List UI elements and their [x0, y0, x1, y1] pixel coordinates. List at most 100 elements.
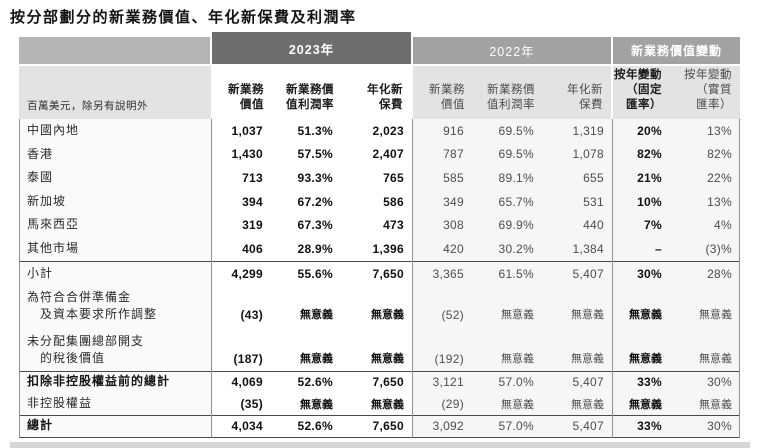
row-label: 泰國 [27, 170, 54, 185]
value-cell: 4,069 [231, 375, 263, 390]
value-cell: 51.3% [297, 123, 333, 138]
header-band-2023: 2023年 [212, 32, 411, 64]
value-cell: 586 [383, 194, 404, 209]
row-other-markets: 其他市場 406 28.9% 1,396 420 30.2% 1,384 – (… [19, 237, 740, 261]
row-singapore: 新加坡 394 67.2% 586 349 65.7% 531 10% 13% [19, 190, 740, 214]
value-cell: 4,034 [231, 419, 263, 434]
value-cell: 585 [443, 170, 464, 185]
value-cell: 30.2% [498, 241, 534, 256]
header-band-2022: 2022年 [413, 37, 611, 64]
value-cell: 無意義 [371, 352, 404, 365]
value-cell: 4,299 [231, 267, 263, 282]
value-cell: 21% [637, 170, 662, 185]
row-reserves-adjustment: 為符合合併準備金 及資本要求所作調整 (43) 無意義 無意義 (52) 無意義… [19, 287, 740, 327]
value-cell: 無意義 [629, 398, 662, 411]
value-cell: 28.9% [297, 241, 333, 256]
value-cell: 69.9% [498, 218, 534, 233]
body-bg-2023-highlight [211, 119, 412, 438]
col-head-margin-2023: 新業務價 值利潤率 [286, 84, 334, 112]
value-cell: 無意義 [501, 308, 534, 321]
value-cell: (35) [240, 396, 263, 411]
divider-2022-change [611, 119, 613, 438]
header-band-label-spacer [19, 37, 210, 64]
value-cell: 無意義 [571, 308, 604, 321]
value-cell: 2,023 [372, 123, 404, 138]
value-cell: 57.0% [498, 375, 534, 390]
value-cell: 22% [707, 170, 732, 185]
value-cell: 28% [707, 267, 732, 282]
row-label: 未分配集團總部開支 的稅後價值 [27, 333, 145, 366]
value-cell: 349 [443, 194, 464, 209]
value-cell: 420 [443, 241, 464, 256]
col-head-vonb-2023: 新業務 價值 [228, 84, 264, 112]
value-cell: 3,092 [432, 419, 464, 434]
row-label: 馬來西亞 [27, 217, 80, 232]
value-cell: 20% [637, 123, 662, 138]
value-cell: 2,407 [372, 147, 404, 162]
year-2023-label: 2023年 [288, 42, 335, 57]
row-label: 非控股權益 [27, 395, 93, 410]
row-label: 小計 [27, 266, 54, 281]
value-cell: 89.1% [498, 170, 534, 185]
col-head-anp-2023: 年化新 保費 [367, 84, 403, 112]
vonb-change-label: 新業務價值變動 [630, 44, 722, 58]
row-total: 總計 4,034 52.6% 7,650 3,092 57.0% 5,407 3… [19, 414, 740, 438]
value-cell: 無意義 [629, 308, 662, 321]
value-cell: 1,430 [231, 147, 263, 162]
value-cell: (3)% [705, 241, 732, 256]
row-unallocated-expenses: 未分配集團總部開支 的稅後價值 (187) 無意義 無意義 (192) 無意義 … [19, 327, 740, 371]
value-cell: 82% [637, 147, 662, 162]
row-label: 總計 [27, 418, 54, 433]
value-cell: 7,650 [372, 267, 404, 282]
value-cell: 7% [644, 218, 662, 233]
value-cell: 5,407 [572, 267, 604, 282]
value-cell: 30% [707, 419, 732, 434]
value-cell: 440 [583, 218, 604, 233]
table-left-border [19, 119, 20, 438]
row-label: 為符合合併準備金 及資本要求所作調整 [27, 289, 158, 322]
value-cell: 655 [583, 170, 604, 185]
value-cell: 93.3% [297, 170, 333, 185]
value-cell: (52) [441, 307, 464, 322]
value-cell: 無意義 [571, 398, 604, 411]
row-china-mainland: 中國內地 1,037 51.3% 2,023 916 69.5% 1,319 2… [19, 119, 740, 143]
divider-labels-2023 [210, 119, 212, 438]
value-cell: 無意義 [629, 352, 662, 365]
value-cell: 無意義 [300, 352, 333, 365]
value-cell: 7,650 [372, 419, 404, 434]
value-cell: 1,037 [231, 123, 263, 138]
value-cell: 無意義 [300, 398, 333, 411]
body-bg-change [612, 119, 740, 438]
value-cell: 1,078 [572, 147, 604, 162]
value-cell: 65.7% [498, 194, 534, 209]
value-cell: 52.6% [297, 419, 333, 434]
col-head-anp-2022: 年化新 保費 [567, 84, 603, 112]
value-cell: 308 [443, 218, 464, 233]
value-cell: 473 [383, 218, 404, 233]
value-cell: 67.2% [297, 194, 333, 209]
value-cell: 無意義 [571, 352, 604, 365]
row-label: 香港 [27, 146, 54, 161]
column-heads-2023: 新業務 價值 新業務價 值利潤率 年化新 保費 [212, 66, 411, 119]
value-cell: 無意義 [371, 308, 404, 321]
col-head-change-cer: 按年變動 （固定 匯率） [614, 69, 662, 112]
value-cell: 787 [443, 147, 464, 162]
value-cell: 無意義 [699, 352, 732, 365]
value-cell: 無意義 [501, 398, 534, 411]
value-cell: 406 [242, 241, 263, 256]
value-cell: 57.0% [498, 419, 534, 434]
value-cell: 67.3% [297, 218, 333, 233]
col-head-change-aer: 按年變動 （實質 匯率） [684, 69, 732, 112]
column-heads-change: 按年變動 （固定 匯率） 按年變動 （實質 匯率） [613, 66, 740, 119]
value-cell: 4% [714, 218, 732, 233]
divider-2023-2022 [411, 119, 413, 438]
value-cell: 33% [637, 419, 662, 434]
row-label: 扣除非控股權益前的總計 [27, 374, 171, 389]
page-title: 按分部劃分的新業務價值、年化新保費及利潤率 [10, 9, 357, 26]
value-cell: 713 [242, 170, 263, 185]
body-bg-labels [19, 119, 211, 438]
header-band-vonb-change: 新業務價值變動 [613, 37, 740, 64]
value-cell: 319 [242, 218, 263, 233]
value-cell: (192) [434, 351, 464, 366]
